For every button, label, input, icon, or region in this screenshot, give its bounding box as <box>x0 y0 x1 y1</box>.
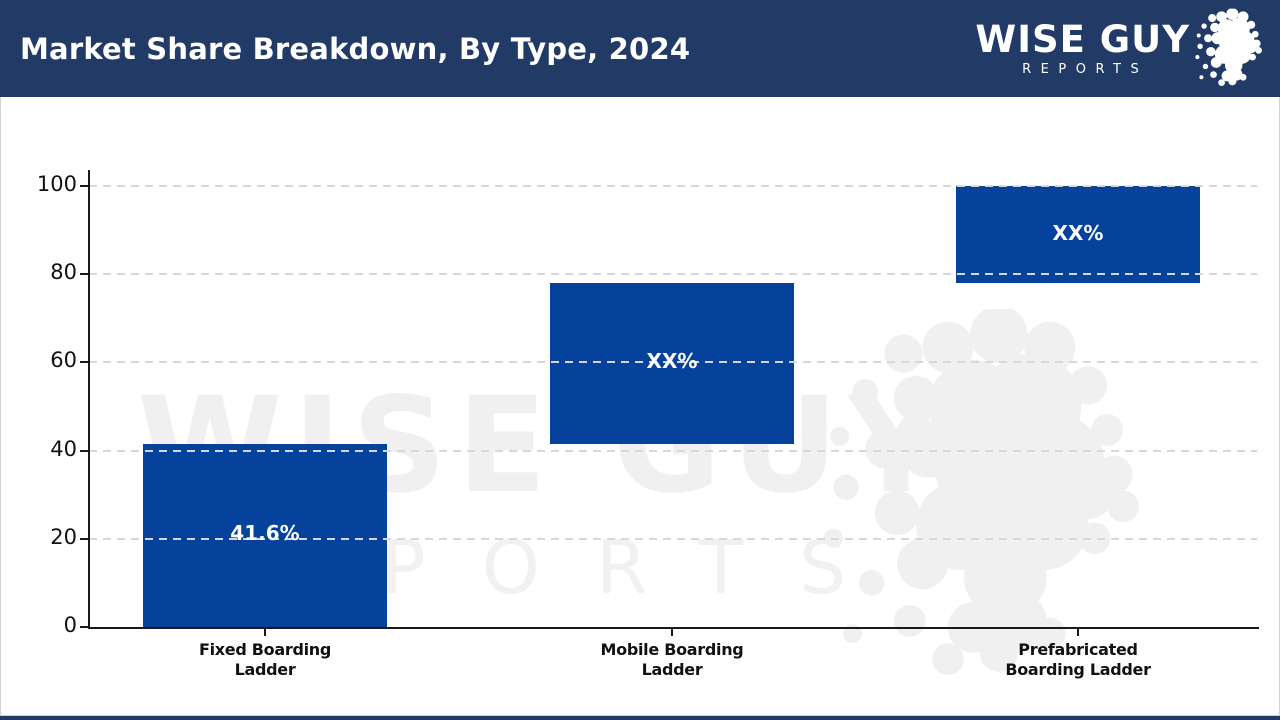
y-tick-label: 100 <box>36 172 77 196</box>
gridline <box>89 361 1257 364</box>
gridline <box>89 273 1257 276</box>
brand-logo: WISE GUY REPORTS <box>975 7 1266 91</box>
x-tick-label: Fixed Boarding Ladder <box>198 640 332 679</box>
y-axis-tick <box>80 185 89 187</box>
x-tick-label: Mobile Boarding Ladder <box>600 640 744 679</box>
bar <box>956 186 1200 284</box>
y-axis-tick <box>80 626 89 628</box>
y-tick-label: 0 <box>63 613 77 637</box>
brand-logo-text: WISE GUY REPORTS <box>975 21 1190 76</box>
y-tick-label: 80 <box>50 260 77 285</box>
y-tick-label: 20 <box>50 524 77 549</box>
logo-reports-label: REPORTS <box>1022 62 1149 77</box>
bar <box>143 443 387 627</box>
y-axis-tick <box>80 449 89 452</box>
y-axis-line <box>88 170 90 629</box>
gridline <box>89 449 1257 452</box>
logo-face-icon <box>1192 7 1266 91</box>
gridline <box>89 185 1257 187</box>
logo-wiseguy-label: WISE GUY <box>975 18 1190 61</box>
y-axis-tick <box>80 361 89 364</box>
x-axis-tick <box>671 627 673 636</box>
x-tick-label: Prefabricated Boarding Ladder <box>1005 640 1151 679</box>
y-axis-tick <box>80 273 89 276</box>
x-axis-line <box>88 627 1259 629</box>
footer-bar <box>0 716 1280 720</box>
gridline <box>89 537 1257 540</box>
y-tick-label: 40 <box>50 436 77 461</box>
header-bar: Market Share Breakdown, By Type, 2024 WI… <box>0 0 1280 97</box>
x-axis-tick <box>264 627 266 636</box>
bar-value-label: XX% <box>646 349 698 374</box>
plot-area: 41.6% Fixed Boarding Ladder XX% Mobile Board… <box>1 97 1279 715</box>
bar-value-label: XX% <box>1052 220 1104 245</box>
chart-area: WISE GUY REPORTS 41.6% Fixed Boarding Ladd… <box>0 97 1280 716</box>
x-axis-tick <box>1077 627 1079 636</box>
y-tick-label: 60 <box>50 348 77 373</box>
y-axis-tick <box>80 537 89 540</box>
bar-value-label: 41.6% <box>230 521 300 546</box>
chart-title: Market Share Breakdown, By Type, 2024 <box>20 31 691 66</box>
